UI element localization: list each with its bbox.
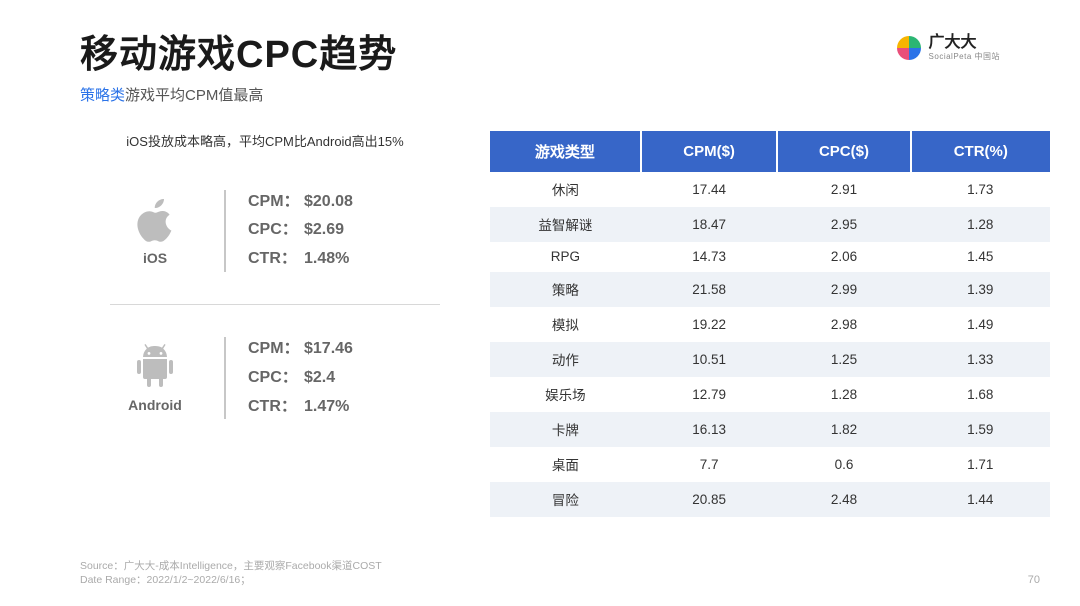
- logo-mark-icon: [895, 34, 923, 62]
- table-cell: 1.59: [911, 412, 1050, 447]
- ios-cpm: CPM：$20.08: [248, 190, 353, 215]
- table-row: 冒险20.852.481.44: [490, 482, 1050, 517]
- android-cpc: CPC：$2.4: [248, 366, 353, 391]
- table-cell: 19.22: [641, 307, 777, 342]
- table-cell: RPG: [490, 242, 641, 272]
- table-body: 休闲17.442.911.73益智解谜18.472.951.28RPG14.73…: [490, 172, 1050, 517]
- logo-text-small: SocialPeta 中国站: [929, 53, 1000, 61]
- table-cell: 1.45: [911, 242, 1050, 272]
- table-header-cell: CPM($): [641, 131, 777, 172]
- table-cell: 冒险: [490, 482, 641, 517]
- subtitle-rest: 游戏平均CPM值最高: [125, 87, 263, 104]
- table-head: 游戏类型CPM($)CPC($)CTR(%): [490, 131, 1050, 172]
- table-row: 桌面7.70.61.71: [490, 447, 1050, 482]
- table-cell: 20.85: [641, 482, 777, 517]
- table-header-cell: CTR(%): [911, 131, 1050, 172]
- table-cell: 18.47: [641, 207, 777, 242]
- table-cell: 1.28: [777, 377, 910, 412]
- table-cell: 娱乐场: [490, 377, 641, 412]
- left-note: iOS投放成本略高，平均CPM比Android高出15%: [80, 131, 450, 150]
- table-header-cell: 游戏类型: [490, 131, 641, 172]
- table-row: 休闲17.442.911.73: [490, 172, 1050, 207]
- table-cell: 1.82: [777, 412, 910, 447]
- table-cell: 桌面: [490, 447, 641, 482]
- table-cell: 休闲: [490, 172, 641, 207]
- table-cell: 2.06: [777, 242, 910, 272]
- footer: Source：广大大-成本Intelligence，主要观察Facebook渠道…: [80, 559, 1040, 588]
- table-row: 策略21.582.991.39: [490, 272, 1050, 307]
- platform-android: Android CPM：$17.46 CPC：$2.4 CTR：1.47%: [80, 333, 450, 423]
- right-panel: 游戏类型CPM($)CPC($)CTR(%) 休闲17.442.911.73益智…: [490, 131, 1050, 517]
- footer-source: Source：广大大-成本Intelligence，主要观察Facebook渠道…: [80, 559, 382, 588]
- table-cell: 1.28: [911, 207, 1050, 242]
- logo-text: 广大大 SocialPeta 中国站: [929, 35, 1000, 61]
- table-cell: 1.49: [911, 307, 1050, 342]
- logo-text-big: 广大大: [929, 35, 1000, 51]
- table-cell: 0.6: [777, 447, 910, 482]
- table-cell: 1.68: [911, 377, 1050, 412]
- table-row: RPG14.732.061.45: [490, 242, 1050, 272]
- table-cell: 2.95: [777, 207, 910, 242]
- table-cell: 10.51: [641, 342, 777, 377]
- platform-ios: iOS CPM：$20.08 CPC：$2.69 CTR：1.48%: [80, 186, 450, 276]
- table-cell: 14.73: [641, 242, 777, 272]
- table-header-cell: CPC($): [777, 131, 910, 172]
- table-cell: 2.99: [777, 272, 910, 307]
- apple-icon: iOS: [110, 196, 200, 266]
- table-cell: 动作: [490, 342, 641, 377]
- page-title: 移动游戏CPC趋势: [80, 34, 397, 78]
- ios-cpc: CPC：$2.69: [248, 218, 353, 243]
- table-cell: 卡牌: [490, 412, 641, 447]
- table-cell: 1.44: [911, 482, 1050, 517]
- table-cell: 模拟: [490, 307, 641, 342]
- content: iOS投放成本略高，平均CPM比Android高出15% iOS CPM：$20…: [0, 105, 1080, 517]
- table-cell: 1.33: [911, 342, 1050, 377]
- table-cell: 12.79: [641, 377, 777, 412]
- android-metrics: CPM：$17.46 CPC：$2.4 CTR：1.47%: [224, 337, 353, 419]
- android-ctr: CTR：1.47%: [248, 395, 353, 420]
- table-cell: 2.98: [777, 307, 910, 342]
- table-row: 卡牌16.131.821.59: [490, 412, 1050, 447]
- table-cell: 益智解谜: [490, 207, 641, 242]
- table-cell: 7.7: [641, 447, 777, 482]
- table-cell: 1.25: [777, 342, 910, 377]
- table-row: 娱乐场12.791.281.68: [490, 377, 1050, 412]
- table-cell: 16.13: [641, 412, 777, 447]
- header: 移动游戏CPC趋势 策略类游戏平均CPM值最高 广大大 SocialPeta 中…: [0, 0, 1080, 105]
- ios-ctr: CTR：1.48%: [248, 247, 353, 272]
- title-block: 移动游戏CPC趋势 策略类游戏平均CPM值最高: [80, 34, 397, 105]
- table-row: 模拟19.222.981.49: [490, 307, 1050, 342]
- page-number: 70: [1028, 573, 1040, 588]
- page-subtitle: 策略类游戏平均CPM值最高: [80, 84, 397, 105]
- android-icon: Android: [110, 343, 200, 413]
- brand-logo: 广大大 SocialPeta 中国站: [895, 34, 1000, 62]
- table-cell: 21.58: [641, 272, 777, 307]
- ios-metrics: CPM：$20.08 CPC：$2.69 CTR：1.48%: [224, 190, 353, 272]
- data-table: 游戏类型CPM($)CPC($)CTR(%) 休闲17.442.911.73益智…: [490, 131, 1050, 517]
- table-cell: 策略: [490, 272, 641, 307]
- table-row: 益智解谜18.472.951.28: [490, 207, 1050, 242]
- table-cell: 1.39: [911, 272, 1050, 307]
- platform-label: Android: [128, 397, 182, 413]
- divider: [110, 304, 440, 305]
- platform-label: iOS: [143, 250, 167, 266]
- table-cell: 2.48: [777, 482, 910, 517]
- left-panel: iOS投放成本略高，平均CPM比Android高出15% iOS CPM：$20…: [80, 131, 450, 424]
- table-cell: 1.73: [911, 172, 1050, 207]
- table-cell: 1.71: [911, 447, 1050, 482]
- android-cpm: CPM：$17.46: [248, 337, 353, 362]
- table-cell: 17.44: [641, 172, 777, 207]
- subtitle-accent: 策略类: [80, 87, 125, 104]
- table-cell: 2.91: [777, 172, 910, 207]
- table-row: 动作10.511.251.33: [490, 342, 1050, 377]
